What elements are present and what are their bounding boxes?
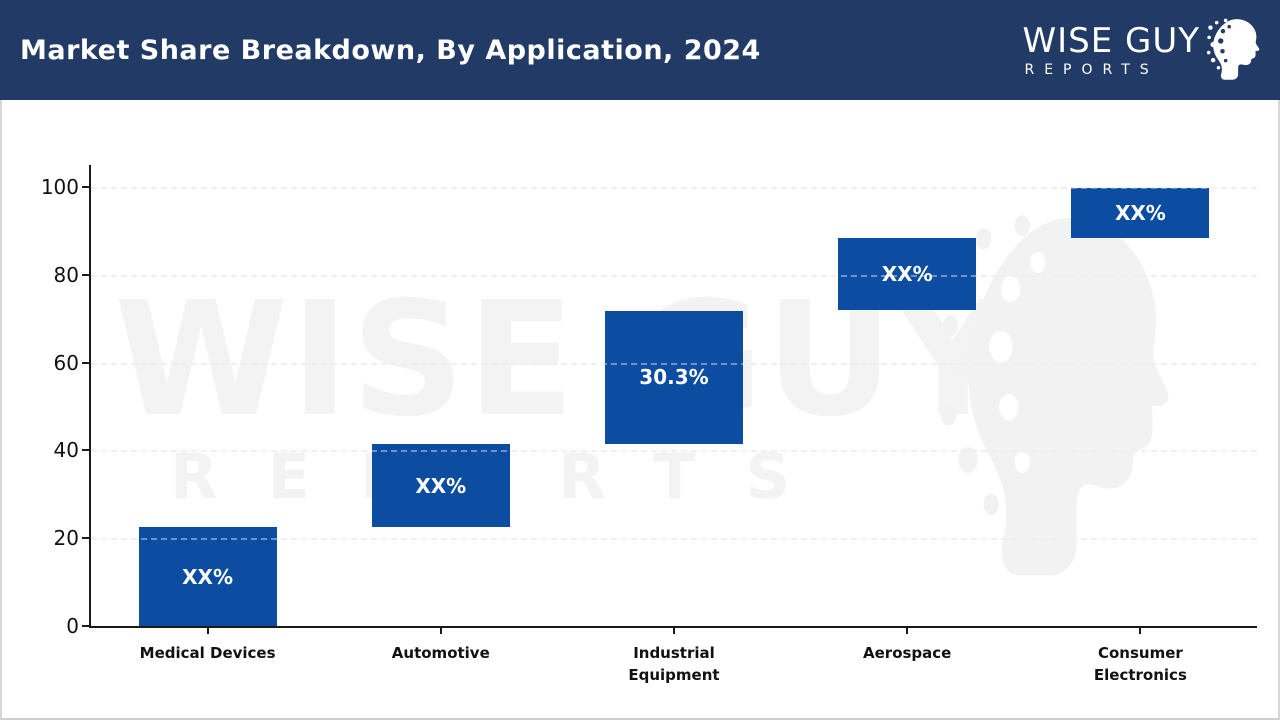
waterfall-bar: XX% bbox=[371, 444, 510, 528]
y-axis-tick-label: 0 bbox=[66, 614, 79, 638]
bar-value-label: XX% bbox=[182, 564, 234, 589]
y-axis-tick bbox=[82, 185, 90, 188]
brand-name: WISE GUY bbox=[1022, 21, 1200, 62]
x-axis-category-label: Aerospace bbox=[863, 644, 952, 662]
watermark-dotted-head-icon bbox=[937, 210, 1189, 582]
x-axis-category-label: Industrial Equipment bbox=[628, 644, 720, 684]
bar-value-label: XX% bbox=[881, 261, 933, 286]
y-axis-tick bbox=[82, 449, 90, 452]
gridline-40 bbox=[91, 450, 1257, 453]
gridline-overlay-80 bbox=[91, 274, 1257, 277]
brand-logo: WISE GUY REPORTS bbox=[1022, 12, 1264, 90]
bar-value-label: XX% bbox=[1114, 200, 1166, 225]
header-bar: Market Share Breakdown, By Application, … bbox=[0, 0, 1280, 100]
waterfall-bar: XX% bbox=[838, 237, 977, 310]
brand-subname: REPORTS bbox=[1024, 61, 1159, 78]
bar-value-label: 30.3% bbox=[639, 365, 709, 390]
x-axis-tick bbox=[206, 626, 209, 634]
gridline-overlay-20 bbox=[91, 538, 1257, 541]
x-axis-tick bbox=[439, 626, 442, 634]
gridline-80 bbox=[91, 274, 1257, 277]
waterfall-bar: 30.3% bbox=[605, 310, 743, 444]
x-axis-tick bbox=[673, 626, 675, 634]
y-axis-tick bbox=[82, 537, 90, 540]
y-axis-tick bbox=[82, 625, 90, 627]
x-axis-category-label: Automotive bbox=[391, 644, 490, 662]
gridline-100 bbox=[91, 186, 1257, 189]
y-axis-tick-label: 60 bbox=[53, 350, 79, 375]
chart-container: WISE GUY REPORTS bbox=[0, 100, 1280, 720]
waterfall-bar: XX% bbox=[138, 527, 277, 626]
brand-logo-text: WISE GUY REPORTS bbox=[1022, 21, 1200, 78]
gridline-overlay-60 bbox=[91, 362, 1257, 365]
plot-area: XX% Medical Devices XX% Automotive 30.3% Indu… bbox=[41, 165, 1257, 684]
y-axis-tick-label: 80 bbox=[53, 262, 79, 287]
dotted-head-logo-icon bbox=[1206, 17, 1264, 85]
y-axis-tick-label: 40 bbox=[53, 438, 79, 463]
y-axis-tick-label: 20 bbox=[53, 526, 79, 551]
waterfall-bar: XX% bbox=[1071, 187, 1210, 238]
bar-value-label: XX% bbox=[415, 473, 467, 498]
x-axis-tick bbox=[906, 626, 909, 634]
y-axis-tick bbox=[82, 273, 90, 276]
x-axis-category-label: Medical Devices bbox=[139, 644, 276, 662]
y-axis-tick bbox=[82, 361, 90, 364]
gridline-20 bbox=[91, 538, 1257, 541]
gridline-overlay-100 bbox=[91, 186, 1257, 189]
x-axis-category-label: Consumer Electronics bbox=[1093, 644, 1187, 684]
gridline-overlay-40 bbox=[91, 450, 1257, 453]
page-title: Market Share Breakdown, By Application, … bbox=[20, 34, 761, 66]
y-axis-tick-label: 100 bbox=[40, 174, 79, 199]
x-axis-tick bbox=[1139, 626, 1142, 634]
